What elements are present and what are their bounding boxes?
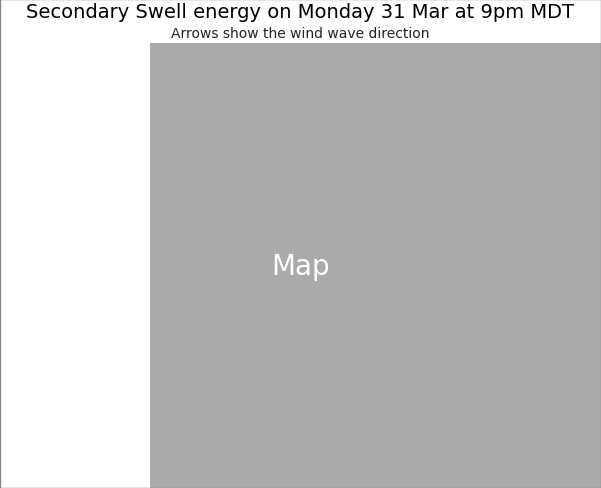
Text: Map: Map [271,252,330,280]
Text: Arrows show the wind wave direction: Arrows show the wind wave direction [171,27,430,41]
Text: Secondary Swell energy on Monday 31 Mar at 9pm MDT: Secondary Swell energy on Monday 31 Mar … [26,3,575,22]
Bar [150,44,601,488]
